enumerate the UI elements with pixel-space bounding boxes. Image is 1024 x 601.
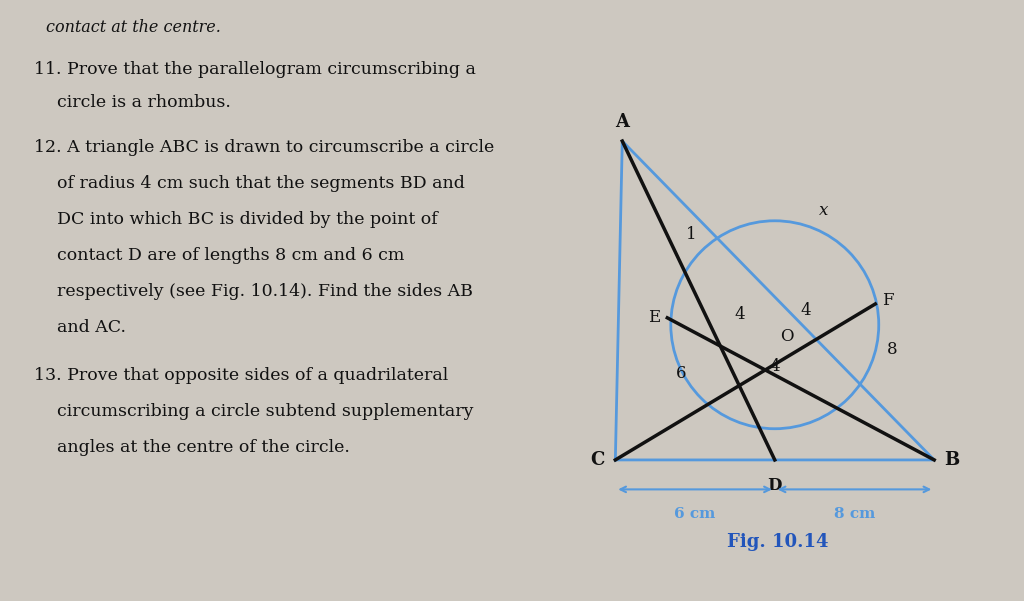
Text: 4: 4	[735, 306, 745, 323]
Text: 1: 1	[686, 226, 697, 243]
Text: C: C	[591, 451, 605, 469]
Text: B: B	[944, 451, 959, 469]
Text: D: D	[768, 477, 782, 494]
Text: 11. Prove that the parallelogram circumscribing a: 11. Prove that the parallelogram circums…	[35, 61, 476, 78]
Text: x: x	[818, 202, 828, 219]
Text: Fig. 10.14: Fig. 10.14	[727, 532, 829, 551]
Text: 13. Prove that opposite sides of a quadrilateral: 13. Prove that opposite sides of a quadr…	[35, 367, 449, 384]
Text: E: E	[648, 310, 660, 326]
Text: A: A	[615, 112, 630, 130]
Text: 4: 4	[769, 358, 780, 375]
Text: 6: 6	[676, 365, 686, 382]
Text: contact at the centre.: contact at the centre.	[46, 19, 221, 35]
Text: 6 cm: 6 cm	[675, 507, 716, 520]
Text: circumscribing a circle subtend supplementary: circumscribing a circle subtend suppleme…	[57, 403, 474, 420]
Text: respectively (see Fig. 10.14). Find the sides AB: respectively (see Fig. 10.14). Find the …	[57, 283, 473, 300]
Text: 12. A triangle ABC is drawn to circumscribe a circle: 12. A triangle ABC is drawn to circumscr…	[35, 139, 495, 156]
Text: circle is a rhombus.: circle is a rhombus.	[57, 94, 231, 111]
Text: DC into which BC is divided by the point of: DC into which BC is divided by the point…	[57, 211, 438, 228]
Text: 4: 4	[801, 302, 811, 319]
Text: and AC.: and AC.	[57, 319, 126, 336]
Text: of radius 4 cm such that the segments BD and: of radius 4 cm such that the segments BD…	[57, 175, 465, 192]
Text: contact D are of lengths 8 cm and 6 cm: contact D are of lengths 8 cm and 6 cm	[57, 247, 404, 264]
Text: 8: 8	[888, 341, 898, 358]
Text: angles at the centre of the circle.: angles at the centre of the circle.	[57, 439, 350, 456]
Text: 8 cm: 8 cm	[834, 507, 876, 520]
Text: O: O	[780, 328, 794, 345]
Text: F: F	[883, 292, 894, 309]
